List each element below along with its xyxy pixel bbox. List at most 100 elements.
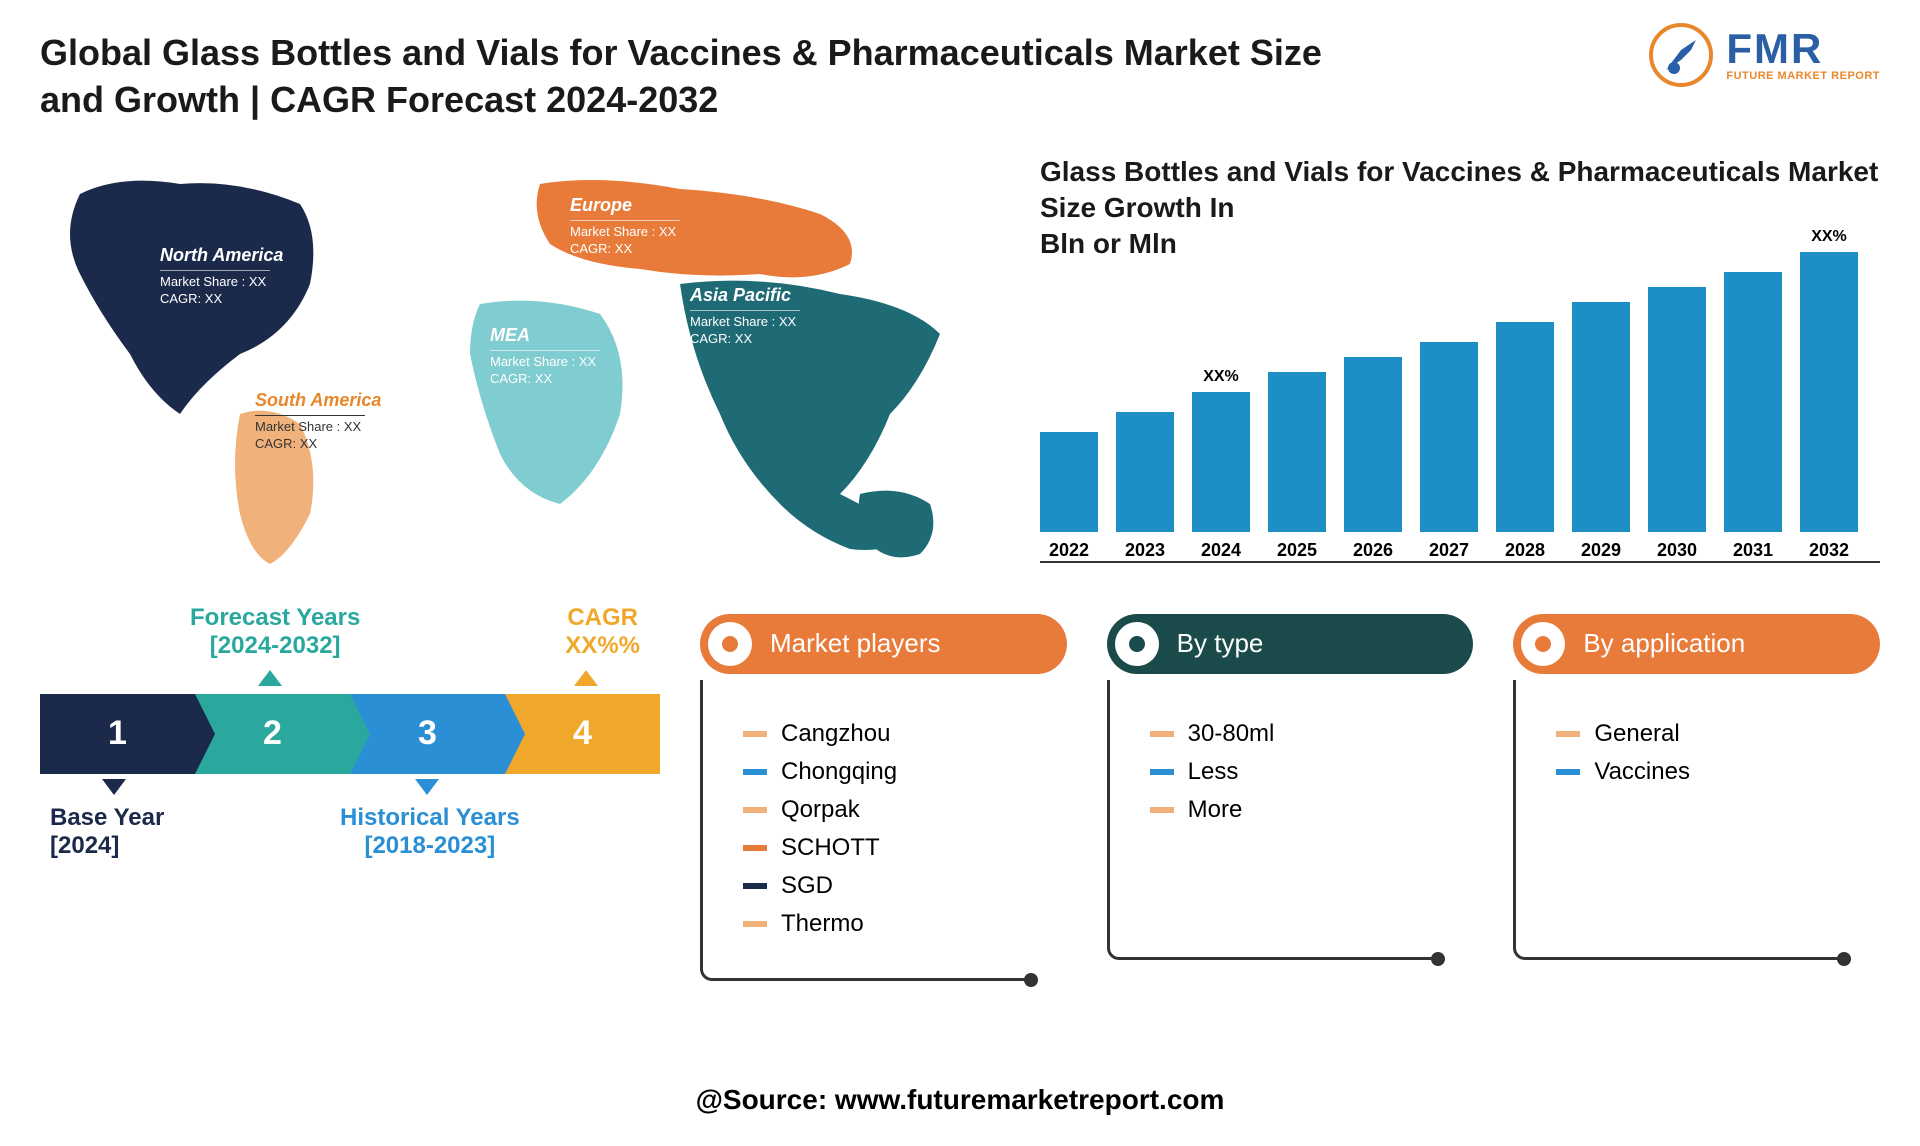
region-na-share: Market Share : XX xyxy=(160,274,283,291)
logo-text-fmr: FMR xyxy=(1726,28,1880,70)
bar-2029: 2029 xyxy=(1572,302,1630,561)
bar-year-label: 2022 xyxy=(1049,540,1089,561)
bar-fill xyxy=(1192,392,1250,532)
bar-2030: 2030 xyxy=(1648,287,1706,561)
region-eu-share: Market Share : XX xyxy=(570,224,680,241)
bar-year-label: 2032 xyxy=(1809,540,1849,561)
tick-icon xyxy=(743,883,767,889)
cagr-value: XX%% xyxy=(565,632,640,660)
region-eu-name: Europe xyxy=(570,194,680,217)
page-title: Global Glass Bottles and Vials for Vacci… xyxy=(40,30,1340,124)
item-label: 30-80ml xyxy=(1188,720,1275,748)
bar-year-label: 2023 xyxy=(1125,540,1165,561)
item-label: More xyxy=(1188,796,1243,824)
region-eu-cagr: CAGR: XX xyxy=(570,241,680,258)
bar-2023: 2023 xyxy=(1116,412,1174,561)
bar-fill xyxy=(1040,432,1098,532)
bar-2031: 2031 xyxy=(1724,272,1782,561)
timeline-seg-2: 2 xyxy=(195,694,350,774)
base-range: [2024] xyxy=(50,832,164,860)
logo-text-sub: FUTURE MARKET REPORT xyxy=(1726,70,1880,82)
cagr-label: CAGR xyxy=(565,604,640,632)
timeline: Forecast Years [2024-2032] CAGR XX%% 123… xyxy=(40,614,660,981)
tick-icon xyxy=(743,921,767,927)
region-ap-share: Market Share : XX xyxy=(690,314,800,331)
tick-icon xyxy=(743,731,767,737)
bar-fill xyxy=(1800,252,1858,532)
list-item: 30-80ml xyxy=(1150,720,1417,748)
tick-icon xyxy=(1150,731,1174,737)
item-label: General xyxy=(1594,720,1679,748)
hist-label: Historical Years xyxy=(340,804,520,832)
bar-pct-2024: XX% xyxy=(1203,368,1239,386)
timeline-seg-1: 1 xyxy=(40,694,195,774)
region-ap-cagr: CAGR: XX xyxy=(690,331,800,348)
chart-title: Glass Bottles and Vials for Vaccines & P… xyxy=(1040,154,1880,263)
region-na-cagr: CAGR: XX xyxy=(160,291,283,308)
region-sa-name: South America xyxy=(255,389,381,412)
hist-range: [2018-2023] xyxy=(340,832,520,860)
region-sa-share: Market Share : XX xyxy=(255,419,381,436)
tick-icon xyxy=(1150,807,1174,813)
bar-fill xyxy=(1648,287,1706,532)
forecast-range: [2024-2032] xyxy=(190,632,360,660)
item-label: SGD xyxy=(781,872,833,900)
bar-year-label: 2030 xyxy=(1657,540,1697,561)
tick-icon xyxy=(1556,731,1580,737)
arrow-up-icon xyxy=(258,670,282,686)
list-item: Thermo xyxy=(743,910,1010,938)
list-item: Qorpak xyxy=(743,796,1010,824)
tick-icon xyxy=(1150,769,1174,775)
item-label: Cangzhou xyxy=(781,720,890,748)
arrow-up-icon xyxy=(574,670,598,686)
bar-year-label: 2025 xyxy=(1277,540,1317,561)
bar-fill xyxy=(1420,342,1478,532)
growth-chart: Glass Bottles and Vials for Vaccines & P… xyxy=(1040,154,1880,574)
bar-fill xyxy=(1344,357,1402,532)
region-na-name: North America xyxy=(160,244,283,267)
tick-icon xyxy=(743,845,767,851)
bar-year-label: 2027 xyxy=(1429,540,1469,561)
by-application-col: By application General Vaccines xyxy=(1513,614,1880,981)
tick-icon xyxy=(743,769,767,775)
bar-year-label: 2031 xyxy=(1733,540,1773,561)
bar-year-label: 2024 xyxy=(1201,540,1241,561)
bar-fill xyxy=(1572,302,1630,532)
item-label: Less xyxy=(1188,758,1239,786)
bar-fill xyxy=(1116,412,1174,532)
base-label: Base Year xyxy=(50,804,164,832)
bar-2022: 2022 xyxy=(1040,432,1098,561)
bar-2026: 2026 xyxy=(1344,357,1402,561)
bar-fill xyxy=(1496,322,1554,532)
item-label: Thermo xyxy=(781,910,864,938)
list-item: Chongqing xyxy=(743,758,1010,786)
bar-fill xyxy=(1724,272,1782,532)
source-attribution: @Source: www.futuremarketreport.com xyxy=(696,1084,1225,1116)
region-mea-share: Market Share : XX xyxy=(490,354,600,371)
market-players-title: Market players xyxy=(770,628,941,659)
by-application-title: By application xyxy=(1583,628,1745,659)
tick-icon xyxy=(1556,769,1580,775)
list-item: Vaccines xyxy=(1556,758,1823,786)
bar-year-label: 2026 xyxy=(1353,540,1393,561)
bar-2027: 2027 xyxy=(1420,342,1478,561)
bar-2024: XX%2024 xyxy=(1192,392,1250,561)
item-label: SCHOTT xyxy=(781,834,880,862)
telescope-icon xyxy=(1646,20,1716,90)
list-item: General xyxy=(1556,720,1823,748)
by-type-col: By type 30-80mlLessMore xyxy=(1107,614,1474,981)
list-item: More xyxy=(1150,796,1417,824)
list-item: Less xyxy=(1150,758,1417,786)
region-mea-cagr: CAGR: XX xyxy=(490,371,600,388)
arrow-down-icon xyxy=(415,779,439,795)
item-label: Qorpak xyxy=(781,796,860,824)
bar-year-label: 2028 xyxy=(1505,540,1545,561)
region-ap-name: Asia Pacific xyxy=(690,284,800,307)
list-item: SGD xyxy=(743,872,1010,900)
bar-2032: XX%2032 xyxy=(1800,252,1858,561)
timeline-seg-4: 4 xyxy=(505,694,660,774)
bar-2028: 2028 xyxy=(1496,322,1554,561)
market-players-col: Market players Cangzhou Chongqing Qorpak SC… xyxy=(700,614,1067,981)
item-label: Chongqing xyxy=(781,758,897,786)
bar-pct-2032: XX% xyxy=(1811,228,1847,246)
